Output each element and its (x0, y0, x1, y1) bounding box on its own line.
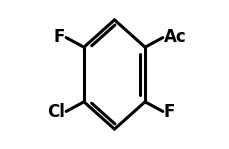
Text: Ac: Ac (164, 28, 187, 46)
Text: F: F (54, 28, 65, 46)
Text: F: F (164, 103, 175, 121)
Text: Cl: Cl (47, 103, 65, 121)
